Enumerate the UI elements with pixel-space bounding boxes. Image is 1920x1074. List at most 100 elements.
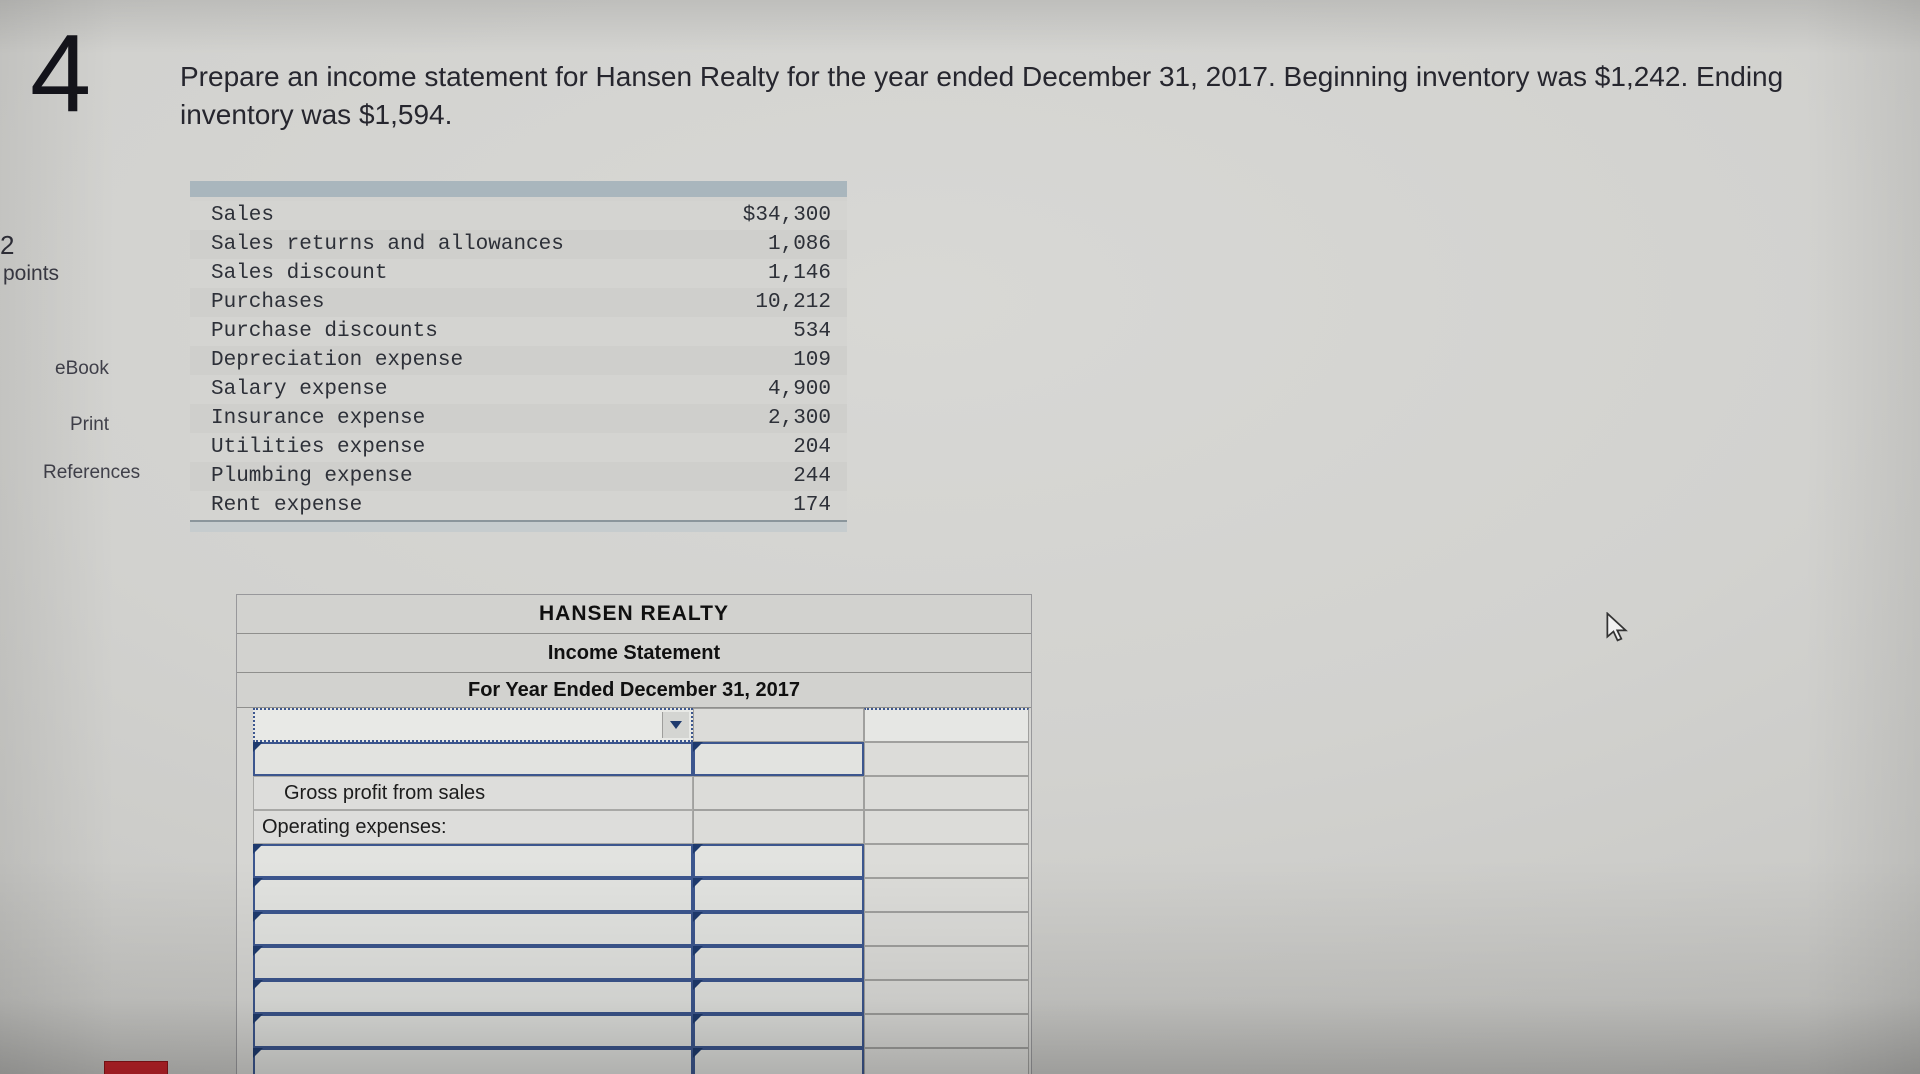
amount-input-cell[interactable] <box>693 844 864 878</box>
amount-input-cell[interactable] <box>693 1048 864 1074</box>
row-label: Sales <box>211 204 275 227</box>
cell-marker-icon <box>693 946 703 956</box>
expense-input-cell[interactable] <box>253 1014 693 1048</box>
row-value: 1,086 <box>767 233 831 256</box>
amount-cell[interactable] <box>864 912 1029 946</box>
row-value: 244 <box>793 465 831 488</box>
row-label: Insurance expense <box>211 407 426 430</box>
amount-cell[interactable] <box>864 810 1029 844</box>
print-link[interactable]: Print <box>70 414 110 435</box>
amount-cell[interactable] <box>864 742 1029 776</box>
amount-input-cell[interactable] <box>693 742 864 776</box>
cell-marker-icon <box>253 742 263 752</box>
ebook-link[interactable]: eBook <box>55 358 109 379</box>
row-value: 1,146 <box>767 262 831 285</box>
row-value: 109 <box>793 349 831 372</box>
row-label: Utilities expense <box>211 436 426 459</box>
table-row: Utilities expense 204 <box>190 433 847 462</box>
row-label: Salary expense <box>211 378 388 401</box>
table-row: Purchase discounts 534 <box>190 317 847 346</box>
red-partial-bar <box>104 1061 168 1074</box>
table-row: Sales discount 1,146 <box>190 259 847 288</box>
row-value: 204 <box>793 436 831 459</box>
table-row: Plumbing expense 244 <box>190 462 847 491</box>
table-row: Purchases 10,212 <box>190 288 847 317</box>
references-link[interactable]: References <box>43 462 141 483</box>
points-label: points <box>3 262 60 285</box>
worksheet-subtitle: Income Statement <box>237 634 1031 673</box>
row-label: Sales discount <box>211 262 388 285</box>
row-value: 4,900 <box>767 378 831 401</box>
amount-cell[interactable] <box>693 810 864 844</box>
cell-marker-icon <box>253 878 263 888</box>
expense-input-cell[interactable] <box>253 844 693 878</box>
cell-marker-icon <box>253 844 263 854</box>
mouse-cursor-icon <box>1606 612 1628 642</box>
cell-marker-icon <box>253 1048 263 1058</box>
gross-profit-row-label: Gross profit from sales <box>253 776 693 810</box>
row-label: Sales returns and allowances <box>211 233 564 256</box>
amount-input-cell[interactable] <box>693 946 864 980</box>
cell-marker-icon <box>693 742 703 752</box>
row-label: Rent expense <box>211 494 363 517</box>
cell-marker-icon <box>693 878 703 888</box>
table-row: Salary expense 4,900 <box>190 375 847 404</box>
amount-cell[interactable] <box>864 946 1029 980</box>
question-number: 4 <box>30 12 92 135</box>
row-value: 534 <box>793 320 831 343</box>
row-value: 174 <box>793 494 831 517</box>
row-value: 10,212 <box>755 291 831 314</box>
table-row: Sales returns and allowances 1,086 <box>190 230 847 259</box>
chevron-down-icon <box>670 721 682 729</box>
cell-marker-icon <box>693 1014 703 1024</box>
given-data-table: Sales $34,300 Sales returns and allowanc… <box>190 181 847 532</box>
cell-marker-icon <box>253 912 263 922</box>
amount-cell[interactable] <box>864 980 1029 1014</box>
worksheet-title: HANSEN REALTY <box>237 595 1031 634</box>
cell-marker-icon <box>693 844 703 854</box>
table-row: Sales $34,300 <box>190 201 847 230</box>
cell-marker-icon <box>253 946 263 956</box>
row-label: Purchase discounts <box>211 320 438 343</box>
cell-marker-icon <box>693 1048 703 1058</box>
cell-marker-icon <box>253 1014 263 1024</box>
cell-marker-icon <box>253 980 263 990</box>
expense-input-cell[interactable] <box>253 878 693 912</box>
amount-cell[interactable] <box>864 776 1029 810</box>
amount-cell[interactable] <box>864 844 1029 878</box>
row-label: Purchases <box>211 291 325 314</box>
table-top-strip <box>190 181 847 197</box>
amount-input-cell[interactable] <box>693 912 864 946</box>
amount-cell[interactable] <box>864 878 1029 912</box>
row-value: $34,300 <box>742 204 831 227</box>
table-row: Depreciation expense 109 <box>190 346 847 375</box>
row-value: 2,300 <box>767 407 831 430</box>
points-value: 2 <box>0 230 15 260</box>
operating-expenses-row-label: Operating expenses: <box>253 810 693 844</box>
amount-input-cell[interactable] <box>693 878 864 912</box>
account-input-cell[interactable] <box>253 742 693 776</box>
amount-cell[interactable] <box>864 1014 1029 1048</box>
table-row: Insurance expense 2,300 <box>190 404 847 433</box>
amount-input-cell[interactable] <box>693 1014 864 1048</box>
expense-input-cell[interactable] <box>253 980 693 1014</box>
cell-marker-icon <box>693 980 703 990</box>
amount-cell[interactable] <box>693 708 864 742</box>
expense-input-cell[interactable] <box>253 1048 693 1074</box>
amount-cell[interactable] <box>864 708 1029 742</box>
account-dropdown-cell[interactable] <box>253 708 693 742</box>
row-label: Plumbing expense <box>211 465 413 488</box>
amount-input-cell[interactable] <box>693 980 864 1014</box>
expense-input-cell[interactable] <box>253 946 693 980</box>
worksheet-table: HANSEN REALTY Income Statement For Year … <box>236 594 1032 1074</box>
row-label: Depreciation expense <box>211 349 464 372</box>
cell-marker-icon <box>693 912 703 922</box>
question-text: Prepare an income statement for Hansen R… <box>180 61 1784 130</box>
expense-input-cell[interactable] <box>253 912 693 946</box>
dropdown-button[interactable] <box>662 712 689 738</box>
amount-cell[interactable] <box>693 776 864 810</box>
table-row: Rent expense 174 <box>190 491 847 520</box>
table-body: Sales $34,300 Sales returns and allowanc… <box>190 197 847 520</box>
table-bottom-strip <box>190 520 847 532</box>
amount-cell[interactable] <box>864 1048 1029 1074</box>
